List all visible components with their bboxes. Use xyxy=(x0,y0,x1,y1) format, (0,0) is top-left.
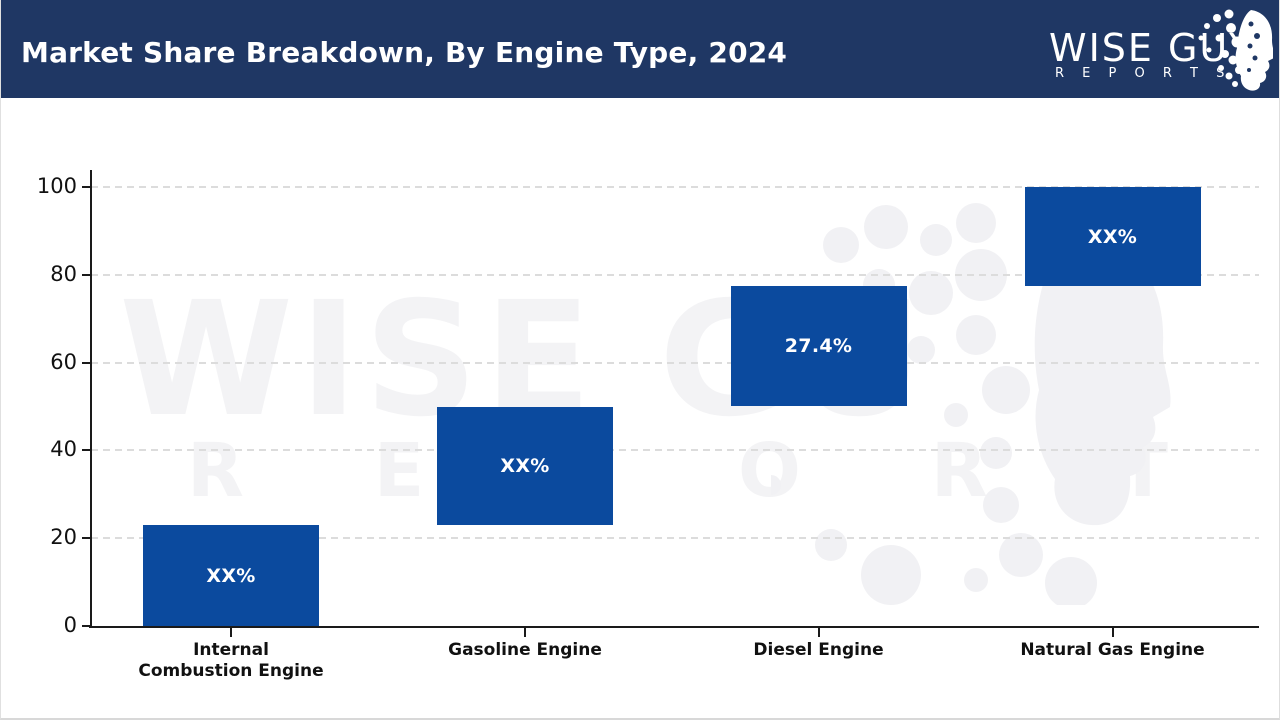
bar-value-label: XX% xyxy=(500,454,550,477)
y-tick-label: 80 xyxy=(50,261,77,286)
y-tick-label: 60 xyxy=(50,349,77,374)
bar-value-label: XX% xyxy=(206,564,256,587)
y-tick-mark xyxy=(82,273,90,276)
y-tick-mark xyxy=(82,186,90,188)
bar: 27.4% xyxy=(730,286,907,407)
x-category-label: Internal Combustion Engine xyxy=(138,640,324,681)
logo-subtitle: R E P O R T S xyxy=(1055,66,1232,81)
bar-value-label: 27.4% xyxy=(784,335,853,358)
y-tick-label: 100 xyxy=(36,174,77,198)
x-tick-mark xyxy=(524,628,526,637)
x-category-label: Gasoline Engine xyxy=(448,640,602,660)
y-axis xyxy=(90,170,92,628)
x-axis xyxy=(89,626,1259,628)
header-band: Market Share Breakdown, By Engine Type, … xyxy=(1,0,1279,98)
x-category-label: Diesel Engine xyxy=(753,640,884,660)
gridline xyxy=(91,273,1259,276)
logo-wordmark: WISE GUY xyxy=(1049,26,1255,70)
gridline xyxy=(91,361,1259,364)
x-category-label: Natural Gas Engine xyxy=(1020,640,1205,660)
gridline xyxy=(91,449,1259,452)
y-tick-label: 20 xyxy=(50,525,77,550)
y-tick-mark xyxy=(82,537,90,540)
bar: XX% xyxy=(143,525,319,626)
y-tick-label: 0 xyxy=(63,613,77,637)
logo-face-icon xyxy=(1198,9,1273,91)
bar-value-label: XX% xyxy=(1087,225,1138,248)
page-title: Market Share Breakdown, By Engine Type, … xyxy=(21,36,788,69)
y-tick-mark xyxy=(82,449,90,452)
gridline xyxy=(91,537,1259,540)
x-tick-mark xyxy=(817,628,820,637)
bar: XX% xyxy=(1024,187,1201,287)
gridline xyxy=(91,186,1259,188)
y-tick-mark xyxy=(82,625,90,627)
x-tick-mark xyxy=(1111,628,1114,637)
y-tick-mark xyxy=(82,361,90,364)
bar: XX% xyxy=(437,406,613,526)
y-tick-label: 40 xyxy=(50,437,77,462)
wise-guy-logo: WISE GUY R E P O R T S xyxy=(1017,8,1273,92)
x-tick-mark xyxy=(230,628,232,637)
